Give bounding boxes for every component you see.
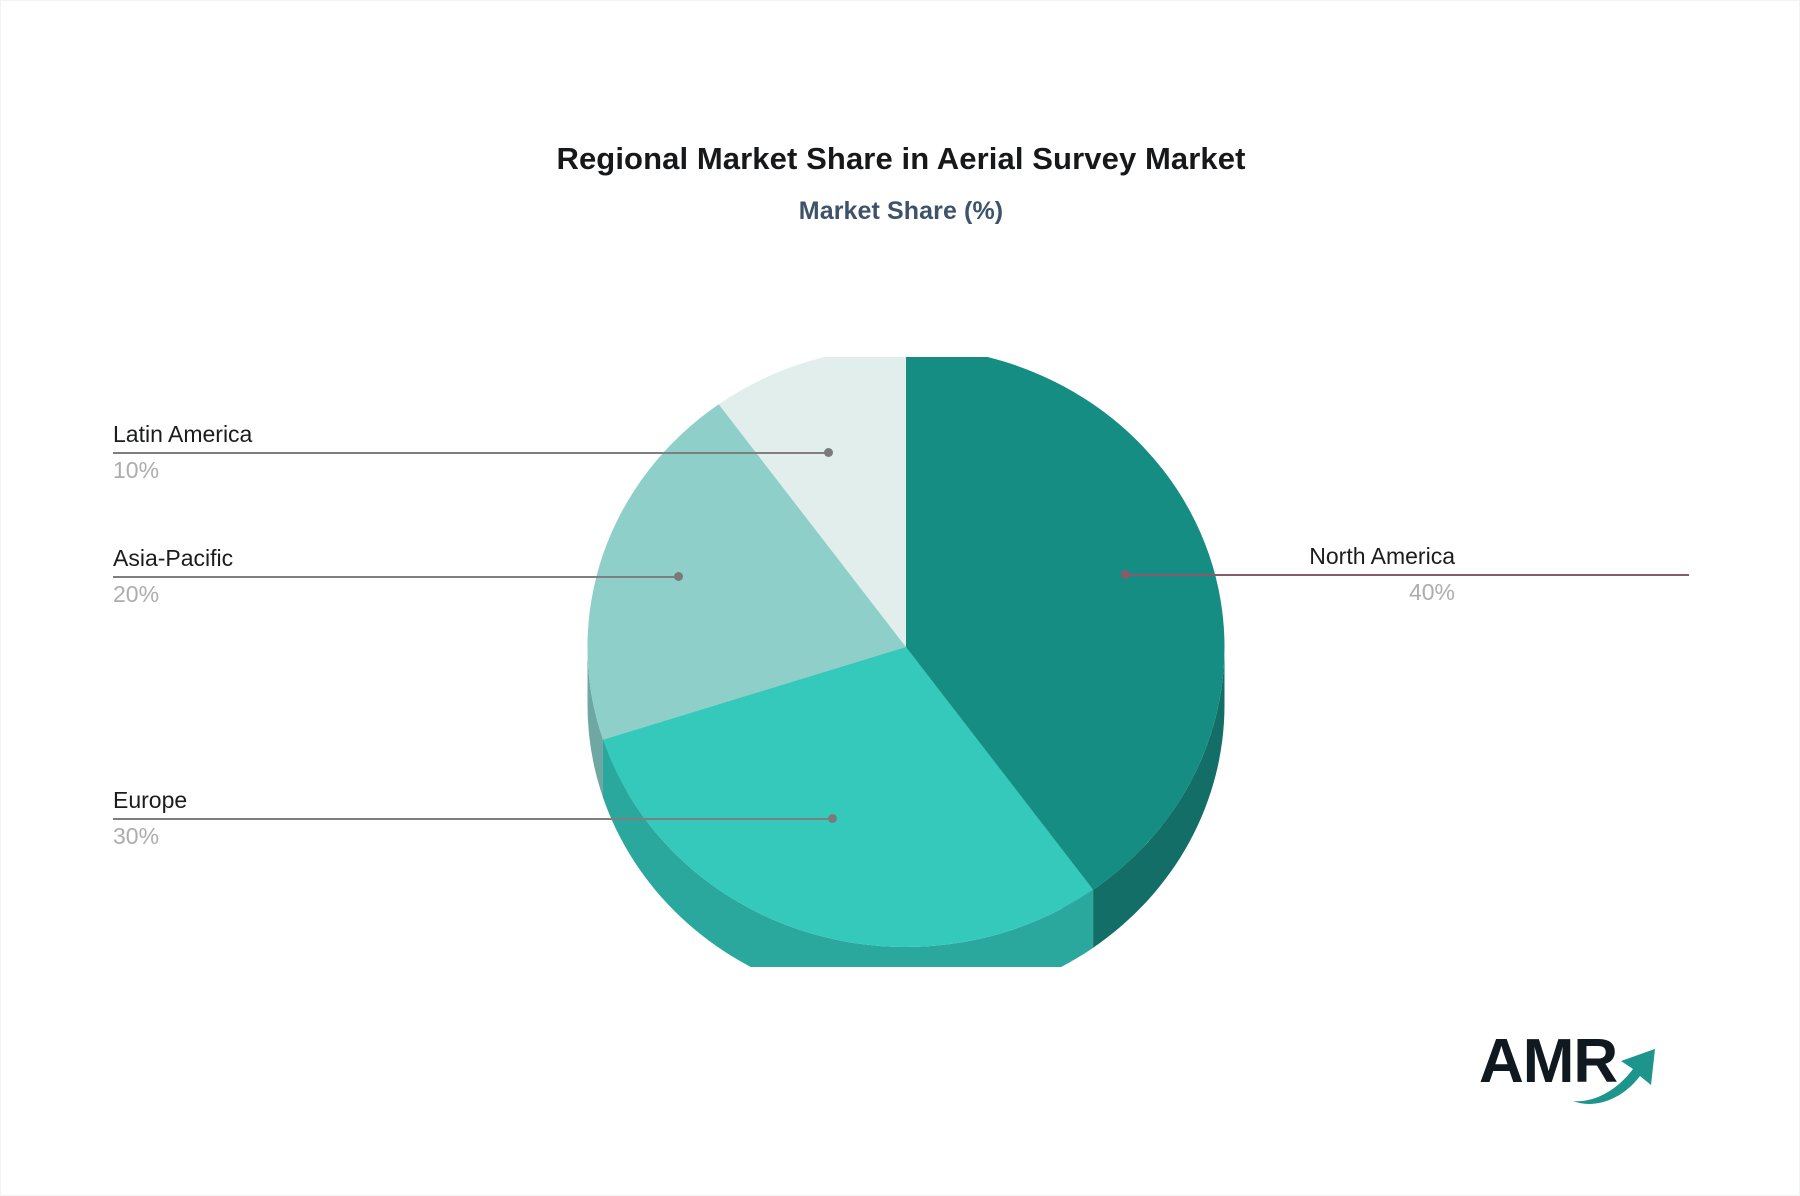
callout-europe: Europe 30% <box>113 785 187 851</box>
pie-side-europe <box>603 739 1094 967</box>
pie-top-faces <box>587 357 1225 947</box>
pie-slice-europe <box>603 647 1094 947</box>
pie-side-north-america <box>1093 647 1225 948</box>
callout-value-north-america: 40% <box>1408 579 1455 605</box>
callout-value-asia-pacific: 20% <box>113 581 160 607</box>
amr-logo-text: AMR <box>1479 1027 1618 1096</box>
pie-side-asia-pacific <box>587 647 604 798</box>
leader-dot-latin-america <box>824 448 833 457</box>
leader-line-asia-pacific <box>113 576 681 578</box>
callout-label-latin-america: Latin America <box>113 421 253 447</box>
callout-asia-pacific: Asia-Pacific 20% <box>113 543 233 609</box>
leader-dot-north-america <box>1121 570 1130 579</box>
leader-line-latin-america <box>113 452 831 454</box>
amr-logo: AMR <box>1479 1025 1659 1109</box>
callout-value-latin-america: 10% <box>113 457 160 483</box>
callout-label-asia-pacific: Asia-Pacific <box>113 545 234 571</box>
callout-latin-america: Latin America 10% <box>113 419 252 485</box>
leader-dot-asia-pacific <box>674 572 683 581</box>
pie-slice-north-america <box>906 357 1225 890</box>
pie-slice-asia-pacific <box>587 404 906 740</box>
callout-north-america: North America 40% <box>1309 541 1455 607</box>
leader-line-north-america <box>1125 574 1689 576</box>
callout-label-north-america: North America <box>1309 543 1455 569</box>
chart-title: Regional Market Share in Aerial Survey M… <box>556 141 1246 176</box>
pie-chart <box>561 357 1251 967</box>
pie-slice-latin-america <box>718 357 906 647</box>
pie-svg <box>587 357 1225 967</box>
leader-line-europe <box>113 818 835 820</box>
callout-label-europe: Europe <box>113 787 188 813</box>
growth-arrow-icon <box>1573 1049 1655 1104</box>
leader-dot-europe <box>828 814 837 823</box>
callout-value-europe: 30% <box>113 823 160 849</box>
chart-subtitle: Market Share (%) <box>798 197 1004 225</box>
